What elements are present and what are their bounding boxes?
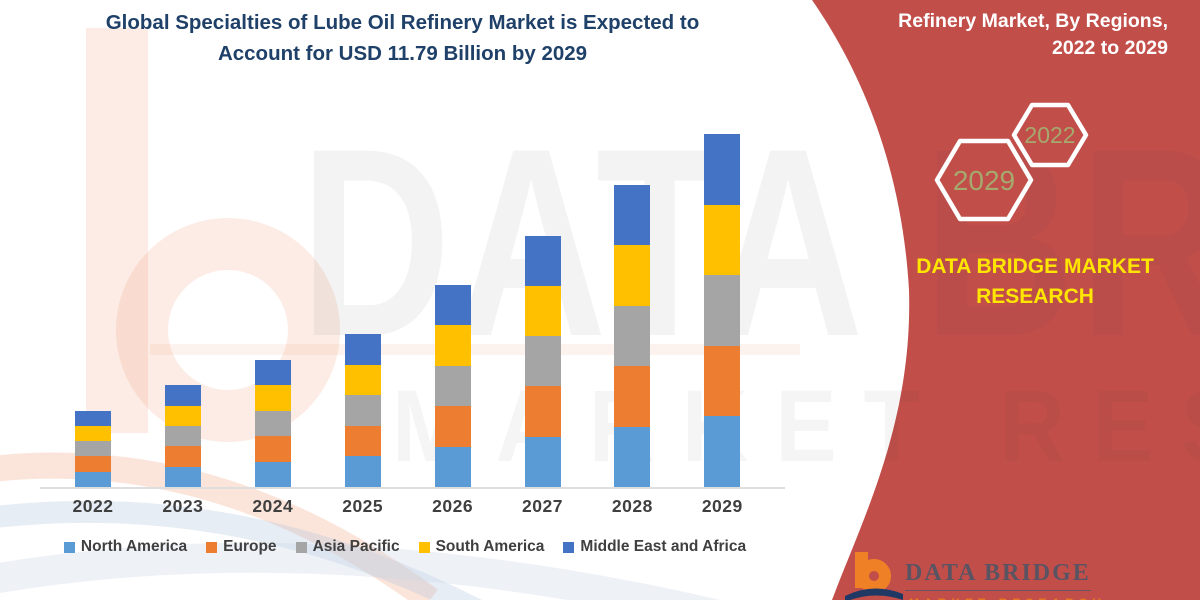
bar-segment-asia-pacific [704, 275, 741, 346]
hexagon-2022-label: 2022 [1024, 122, 1075, 148]
brand-tagline-line2: RESEARCH [976, 285, 1094, 309]
stacked-bar-2023 [164, 385, 201, 487]
bar-segment-asia-pacific [524, 336, 561, 387]
stacked-bar-2022 [75, 410, 111, 487]
legend-label: North America [80, 538, 188, 555]
bar-segment-south-america [524, 285, 561, 337]
bar-segment-north-america [434, 446, 471, 487]
legend-swatch-icon [295, 541, 307, 553]
legend-item-north-america: North America [63, 538, 188, 556]
legend-label: South America [435, 538, 545, 555]
x-axis-label-2024: 2024 [252, 496, 294, 516]
legend-label: Europe [223, 538, 277, 555]
bar-segment-europe [254, 436, 291, 462]
chart-legend: North America Europe Asia Pacific South Ame… [0, 538, 810, 556]
legend-item-asia-pacific: Asia Pacific [295, 538, 400, 556]
panel-heading: Refinery Market, By Regions, 2022 to 202… [828, 8, 1168, 63]
bar-segment-europe [344, 425, 381, 457]
bar-segment-north-america [164, 466, 201, 487]
hexagon-2029 [934, 138, 1034, 222]
x-axis-label-2029: 2029 [701, 496, 743, 516]
stacked-bar-2029 [704, 134, 741, 487]
bar-segment-south-america [704, 204, 741, 276]
bar-segment-middle-east-and-africa [254, 359, 291, 386]
bar-segment-middle-east-and-africa [344, 334, 381, 365]
legend-item-europe: Europe [206, 538, 277, 556]
brand-tagline-line1: DATA BRIDGE MARKET [916, 255, 1154, 278]
bar-segment-europe [164, 446, 201, 467]
bar-segment-europe [524, 386, 561, 437]
stacked-bar-2026 [434, 285, 471, 487]
legend-label: Middle East and Africa [580, 538, 747, 555]
x-axis-label-2028: 2028 [611, 496, 653, 516]
bar-segment-asia-pacific [344, 395, 381, 426]
chart-title: Global Specialties of Lube Oil Refinery … [70, 8, 735, 70]
legend-item-middle-east-and-africa: Middle East and Africa [563, 538, 746, 556]
x-axis-label-2022: 2022 [72, 496, 114, 516]
legend-swatch-icon [563, 541, 575, 553]
bar-segment-middle-east-and-africa [614, 184, 651, 246]
bar-segment-europe [704, 345, 741, 417]
bar-segment-north-america [614, 426, 651, 487]
legend-swatch-icon [63, 541, 75, 553]
x-axis-line [40, 487, 785, 489]
bar-segment-south-america [614, 245, 651, 306]
stacked-bar-2027 [524, 235, 561, 487]
panel-heading-line1: Refinery Market, By Regions, [898, 10, 1168, 32]
brand-tagline: DATA BRIDGE MARKET RESEARCH [905, 252, 1165, 313]
legend-item-south-america: South America [418, 538, 545, 556]
bar-segment-middle-east-and-africa [75, 410, 111, 426]
bar-segment-south-america [344, 364, 381, 396]
footer-brand-subtext: MARKET RESEARCH [909, 596, 1106, 600]
bar-segment-south-america [434, 325, 471, 366]
bar-segment-north-america [344, 456, 381, 487]
bar-segment-asia-pacific [164, 425, 201, 447]
bar-segment-asia-pacific [434, 365, 471, 407]
x-axis-label-2027: 2027 [522, 496, 563, 516]
panel-heading-line2: 2022 to 2029 [1051, 37, 1168, 60]
bar-segment-south-america [164, 405, 201, 426]
x-axis-label-2026: 2026 [432, 496, 474, 516]
bar-segment-europe [75, 456, 111, 472]
stacked-bar-2028 [614, 184, 651, 487]
bar-segment-middle-east-and-africa [434, 285, 471, 326]
bar-segment-middle-east-and-africa [524, 235, 561, 286]
bar-segment-asia-pacific [254, 410, 291, 437]
hexagon-2022 [1011, 102, 1089, 168]
bar-segment-europe [434, 406, 471, 447]
x-axis-label-2023: 2023 [162, 496, 204, 516]
bar-segment-middle-east-and-africa [704, 134, 741, 205]
legend-swatch-icon [206, 541, 218, 553]
bar-segment-north-america [75, 471, 111, 487]
data-bridge-logo-icon [845, 552, 903, 600]
stacked-bar-2024 [254, 359, 291, 487]
footer-brand-text: DATA BRIDGE [905, 560, 1091, 591]
bar-segment-middle-east-and-africa [164, 385, 201, 406]
bar-segment-asia-pacific [75, 441, 111, 457]
chart-title-line2: Account for USD 11.79 Billion by 2029 [217, 41, 588, 65]
bar-segment-north-america [524, 436, 561, 487]
bar-segment-south-america [254, 385, 291, 411]
chart-title-line1: Global Specialties of Lube Oil Refinery … [105, 11, 700, 34]
stacked-bar-2025 [344, 334, 381, 487]
bar-segment-north-america [254, 461, 291, 487]
bar-segment-asia-pacific [614, 305, 651, 367]
legend-swatch-icon [418, 541, 430, 553]
legend-label: Asia Pacific [312, 538, 400, 555]
bar-segment-europe [614, 366, 651, 427]
bar-segment-south-america [75, 425, 111, 442]
bar-segment-north-america [704, 416, 741, 487]
footer-logo: DATA BRIDGE MARKET RESEARCH [843, 550, 1173, 600]
x-axis-label-2025: 2025 [342, 496, 384, 516]
hexagon-2029-label: 2029 [953, 165, 1015, 196]
stacked-bar-plot: 2022 2023 2024 2025 2026 2027 2028 2029 [72, 134, 743, 516]
